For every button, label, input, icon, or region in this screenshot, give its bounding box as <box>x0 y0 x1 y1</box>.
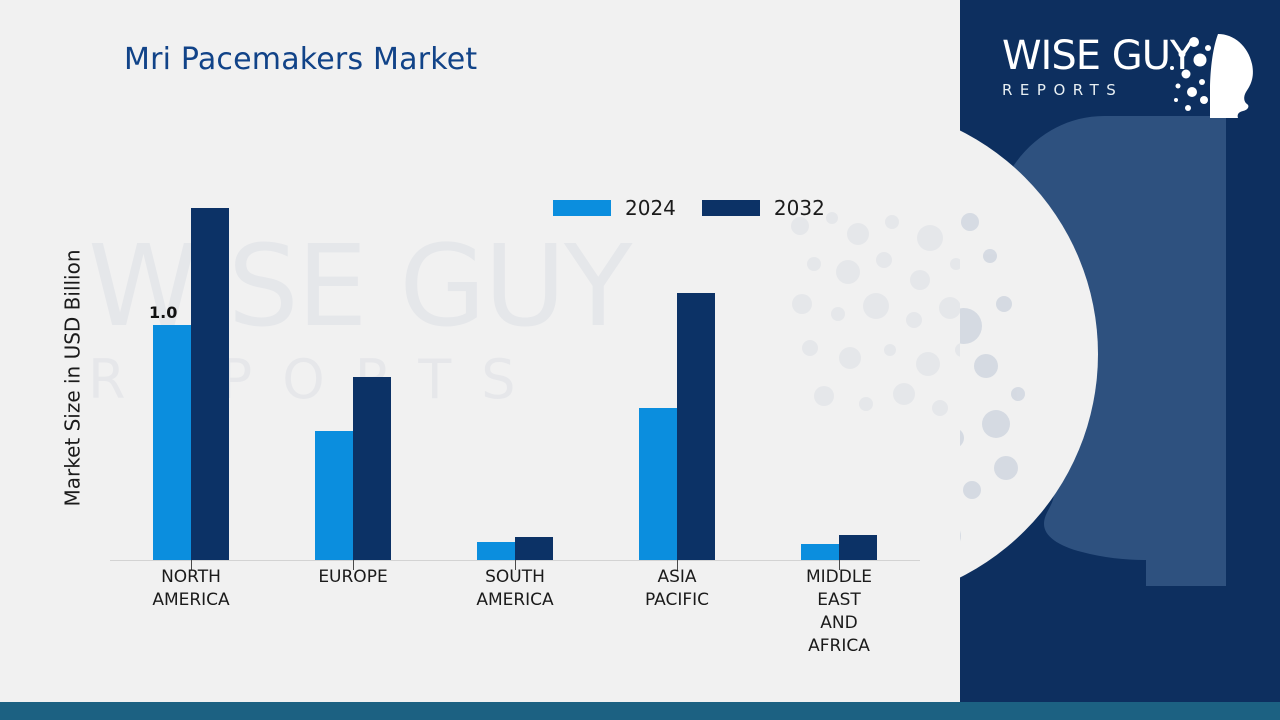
logo-tagline: REPORTS <box>1002 81 1124 99</box>
logo-wordmark: WISE GUY <box>1002 33 1194 79</box>
bar-south-america-2032 <box>515 536 553 560</box>
x-tick <box>191 560 192 570</box>
bar-middle-east-and-africa-2032 <box>839 535 877 560</box>
circle-dots-pattern-icon <box>960 213 1025 542</box>
bar-middle-east-and-africa-2024 <box>801 543 839 560</box>
bar-europe-2032 <box>353 377 391 560</box>
x-tick <box>677 560 678 570</box>
legend-label-2024: 2024 <box>625 196 676 220</box>
legend-swatch-2032 <box>701 200 760 216</box>
plot-area: Market Size in USD Billion NORTH AMERICA E… <box>56 180 920 656</box>
legend-item-2024[interactable]: 2024 <box>553 196 676 220</box>
x-label-south-america: SOUTH AMERICA <box>476 567 554 610</box>
x-tick <box>839 560 840 570</box>
bottom-accent-bar <box>0 702 1280 720</box>
legend-label-2032: 2032 <box>773 196 825 220</box>
bar-north-america-2032 <box>191 208 229 560</box>
x-label-asia-pacific: ASIA PACIFIC <box>644 567 710 610</box>
chart-legend: 2024 2032 <box>553 196 825 220</box>
data-label: 1.0 <box>149 303 178 323</box>
y-axis-label: Market Size in USD Billion <box>56 196 90 560</box>
legend-item-2032[interactable]: 2032 <box>701 196 825 220</box>
chart-title: Mri Pacemakers Market <box>124 42 478 77</box>
bar-europe-2024 <box>315 431 353 560</box>
bar-north-america-2024 <box>153 325 191 560</box>
head-silhouette-icon <box>1170 34 1253 118</box>
brand-logo: WISE GUY REPORTS <box>1002 33 1253 120</box>
bar-series-container <box>110 180 920 560</box>
y-axis-label-text: Market Size in USD Billion <box>61 249 85 507</box>
bar-asia-pacific-2032 <box>677 292 715 560</box>
x-tick <box>353 560 354 570</box>
x-tick <box>515 560 516 570</box>
x-label-europe: EUROPE <box>318 567 388 587</box>
bar-asia-pacific-2024 <box>639 407 677 560</box>
x-label-north-america: NORTH AMERICA <box>152 567 230 610</box>
x-label-middle-east-and-africa: MIDDLE EAST AND AFRICA <box>805 567 873 656</box>
bar-south-america-2024 <box>477 542 515 560</box>
legend-swatch-2024 <box>553 200 611 216</box>
